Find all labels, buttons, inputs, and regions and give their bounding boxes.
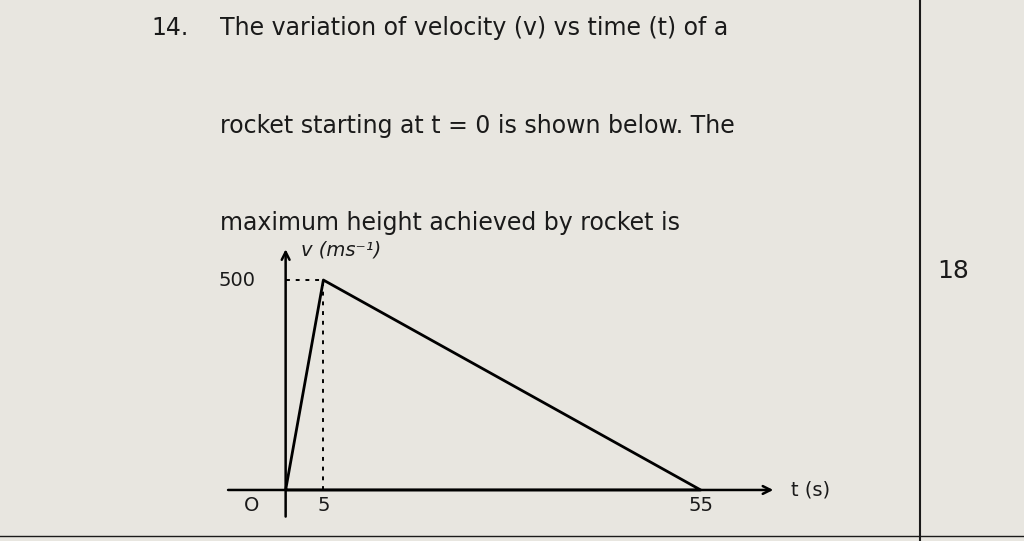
Text: rocket starting at t = 0 is shown below. The: rocket starting at t = 0 is shown below.… — [220, 114, 735, 137]
Text: maximum height achieved by rocket is: maximum height achieved by rocket is — [220, 211, 680, 235]
Text: 500: 500 — [218, 270, 255, 289]
Text: 55: 55 — [688, 496, 713, 515]
Text: O: O — [244, 496, 259, 515]
Text: 18: 18 — [937, 259, 969, 282]
Text: 5: 5 — [317, 496, 330, 515]
Text: t (s): t (s) — [792, 480, 830, 499]
Text: 14.: 14. — [152, 16, 188, 40]
Text: v (ms⁻¹): v (ms⁻¹) — [301, 240, 381, 259]
Text: The variation of velocity (v) vs time (t) of a: The variation of velocity (v) vs time (t… — [220, 16, 728, 40]
